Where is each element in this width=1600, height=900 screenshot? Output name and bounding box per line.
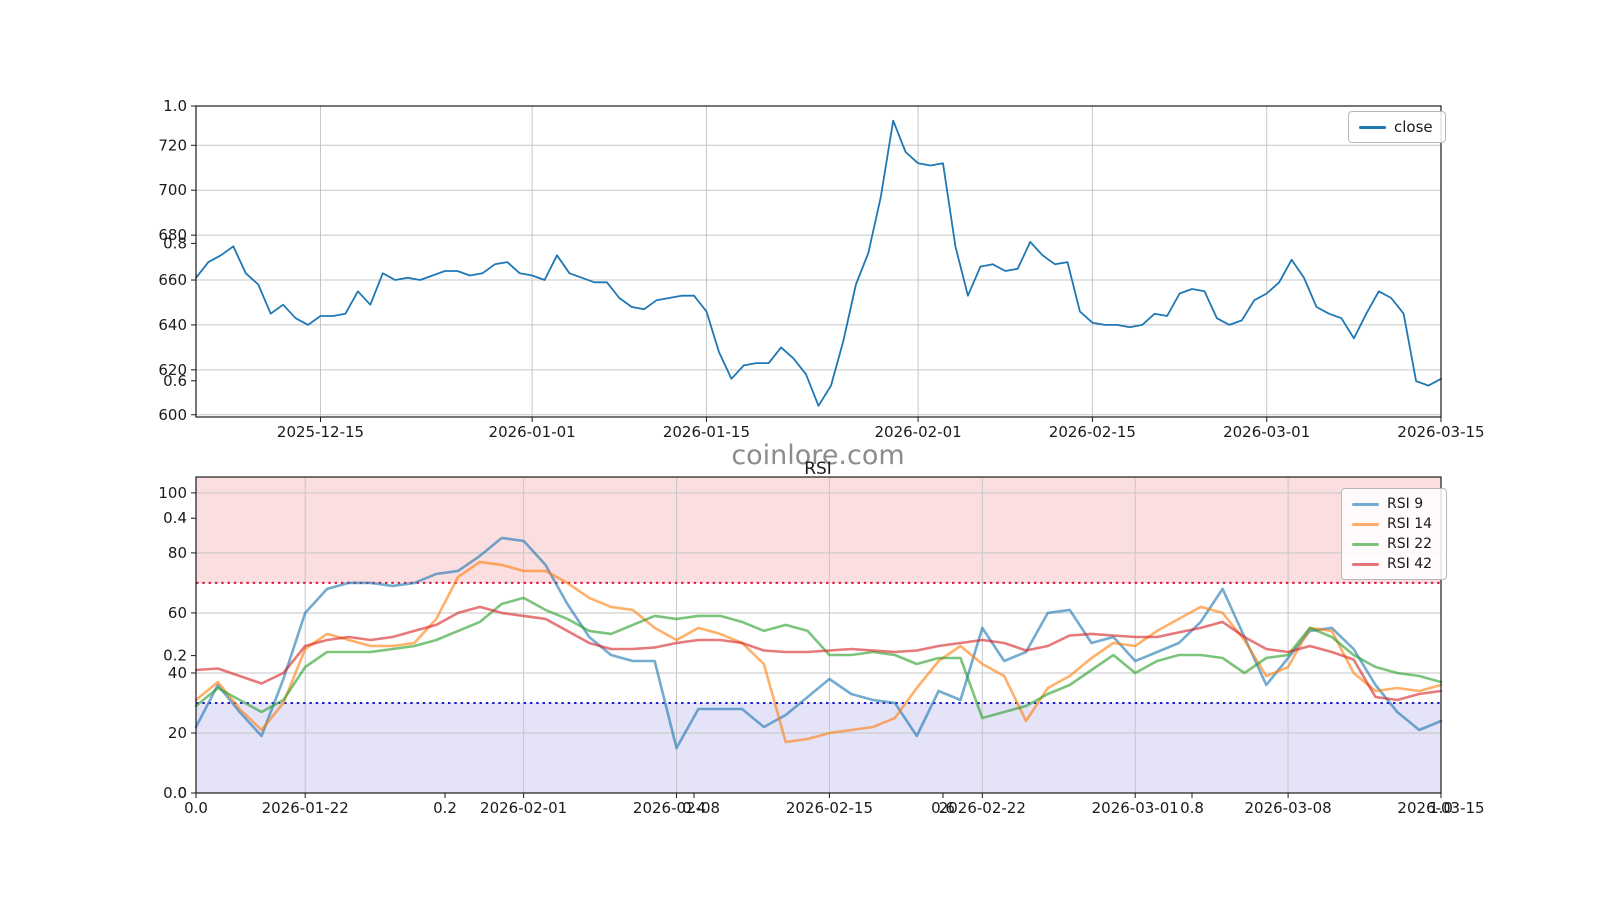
rsi-x-tick-label: 2026-02-15 [786, 799, 873, 817]
overlay-x-tick-label: 0.6 [931, 799, 955, 817]
legend-item-rsi-14: RSI 14 [1352, 514, 1436, 534]
rsi-legend: RSI 9 RSI 14 RSI 22 RSI 42 [1341, 488, 1447, 580]
overlay-y-tick-label: 1.0 [163, 97, 187, 115]
overlay-y-tick-label: 0.6 [163, 372, 187, 390]
overlay-x-tick-label: 1.0 [1429, 799, 1453, 817]
rsi-14-line-swatch [1352, 522, 1379, 526]
overlay-x-tick-label: 0.4 [682, 799, 706, 817]
rsi-x-tick-label: 2026-02-01 [480, 799, 567, 817]
overlay-x-tick-label: 0.0 [184, 799, 208, 817]
price-y-tick-label: 660 [158, 271, 187, 289]
price-x-tick-label: 2026-03-01 [1223, 423, 1310, 441]
legend-label-rsi-22: RSI 22 [1387, 536, 1433, 552]
legend-label-close: close [1394, 118, 1433, 136]
overlay-y-tick-label: 0.0 [163, 784, 187, 802]
price-y-tick-label: 680 [158, 226, 187, 244]
rsi-x-tick-label: 2026-02-22 [939, 799, 1026, 817]
rsi-x-tick-label: 2026-03-15 [1397, 799, 1484, 817]
close-line-swatch [1359, 125, 1386, 129]
price-x-tick-label: 2026-02-01 [875, 423, 962, 441]
oversold-band [196, 702, 1441, 793]
price-x-tick-label: 2026-01-01 [489, 423, 576, 441]
price-x-tick-label: 2026-02-15 [1049, 423, 1136, 441]
rsi-y-tick-label: 80 [168, 544, 187, 562]
overlay-y-tick-label: 0.4 [163, 509, 187, 527]
rsi-42-line-swatch [1352, 562, 1379, 566]
overlay-x-tick-label: 0.2 [433, 799, 457, 817]
price-y-tick-label: 700 [158, 181, 187, 199]
rsi-frame [195, 476, 1442, 794]
overlay-y-tick-label: 0.8 [163, 234, 187, 252]
price-x-tick-label: 2025-12-15 [277, 423, 364, 441]
price-y-tick-label: 600 [158, 406, 187, 424]
price-x-tick-label: 2026-01-15 [663, 423, 750, 441]
legend-item-close: close [1359, 117, 1435, 137]
rsi-y-tick-label: 0 [177, 784, 187, 802]
price-legend: close [1348, 111, 1446, 143]
rsi-22-line-swatch [1352, 542, 1379, 546]
price-y-tick-label: 720 [158, 136, 187, 154]
legend-label-rsi-14: RSI 14 [1387, 516, 1433, 532]
legend-label-rsi-9: RSI 9 [1387, 496, 1424, 512]
legend-item-rsi-9: RSI 9 [1352, 494, 1436, 514]
watermark: coinlore.com [731, 440, 905, 471]
legend-label-rsi-42: RSI 42 [1387, 556, 1433, 572]
overbought-band [196, 477, 1441, 583]
rsi-14-line [194, 560, 1443, 744]
rsi-x-tick-label: 2026-01-22 [262, 799, 349, 817]
legend-item-rsi-22: RSI 22 [1352, 534, 1436, 554]
rsi-panel-title: RSI [804, 459, 832, 479]
overlay-axis-labels: 1.0 0.8 0.6 0.4 0.2 0.00.0 0.2 0.4 0.6 0.8 1.0 [163, 97, 1453, 817]
overlay-y-tick-label: 0.2 [163, 647, 187, 665]
close-line [195, 119, 1442, 407]
rsi-42-line [194, 605, 1443, 702]
price-frame [195, 105, 1442, 418]
rsi-panel: 0 20 40 60 80 100 2026-01-22 2026-02-01 2026-02-… [158, 476, 1485, 817]
rsi-9-line-swatch [1352, 502, 1379, 506]
price-x-tick-label: 2026-03-15 [1397, 423, 1484, 441]
overlay-x-tick-label: 0.8 [1180, 799, 1204, 817]
rsi-y-tick-label: 20 [168, 724, 187, 742]
rsi-y-tick-label: 60 [168, 604, 187, 622]
price-y-tick-label: 640 [158, 316, 187, 334]
price-gridlines [196, 106, 1442, 417]
rsi-x-tick-label: 2026-03-01 [1092, 799, 1179, 817]
rsi-x-tick-label: 2026-02-08 [633, 799, 720, 817]
price-tick-labels: 600 620 640 660 680 700 720 2025-12-15 2026-01-0… [158, 136, 1484, 441]
rsi-x-tick-label: 2026-03-08 [1245, 799, 1332, 817]
rsi-22-line [194, 596, 1443, 720]
rsi-tick-labels: 0 20 40 60 80 100 2026-01-22 2026-02-01 2026-02-… [158, 484, 1484, 817]
rsi-y-tick-label: 100 [158, 484, 187, 502]
legend-item-rsi-42: RSI 42 [1352, 554, 1436, 574]
rsi-y-tick-label: 40 [168, 664, 187, 682]
rsi-9-line [194, 536, 1443, 750]
price-y-tick-label: 620 [158, 361, 187, 379]
price-panel: 600 620 640 660 680 700 720 2025-12-15 2026-01-0… [158, 105, 1485, 441]
